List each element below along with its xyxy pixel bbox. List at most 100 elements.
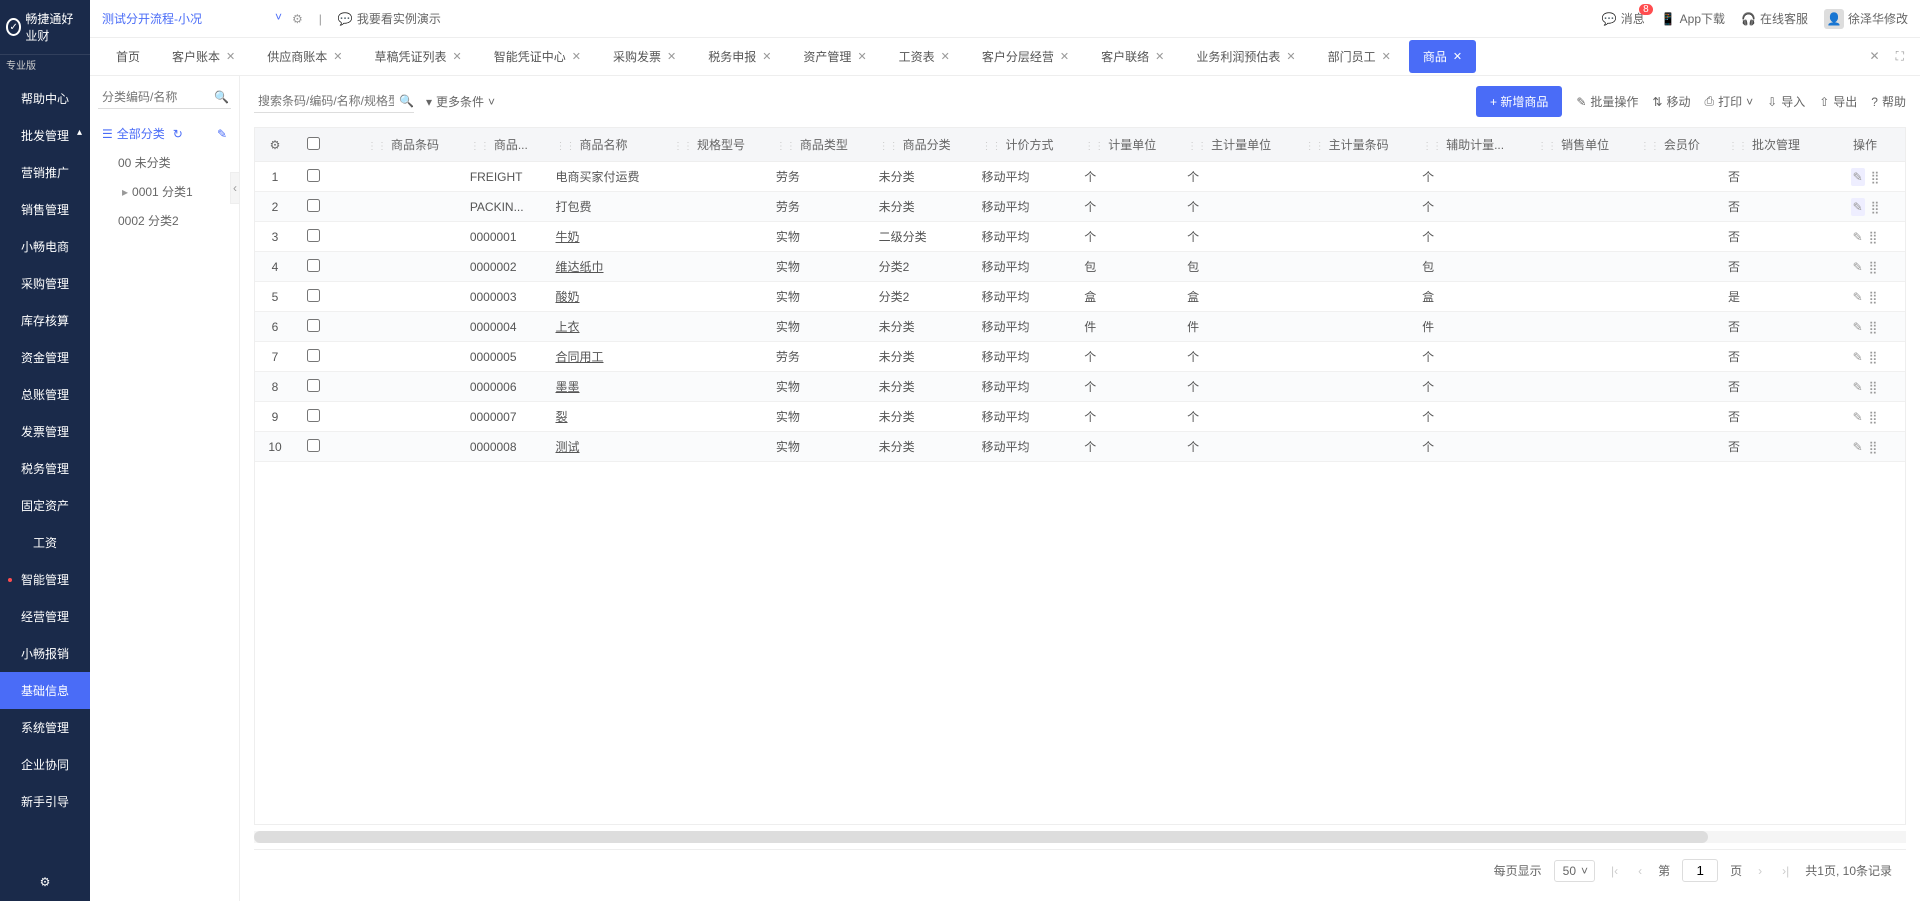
product-name-link[interactable]: 维达纸巾 <box>556 260 604 274</box>
edit-icon[interactable]: ✎ <box>1853 350 1863 364</box>
edit-icon[interactable]: ✎ <box>217 127 227 141</box>
table-header[interactable]: ⋮⋮辅助计量... <box>1416 128 1531 162</box>
search-icon[interactable]: 🔍 <box>214 90 229 104</box>
table-header[interactable]: ⋮⋮主计量条码 <box>1299 128 1417 162</box>
tab[interactable]: 智能凭证中心✕ <box>480 40 595 73</box>
tree-root[interactable]: ☰ 全部分类 ↻ ✎ <box>98 119 231 148</box>
tree-node[interactable]: 00 未分类 <box>98 148 231 177</box>
tab[interactable]: 供应商账本✕ <box>253 40 356 73</box>
product-name-link[interactable]: 合同用工 <box>556 350 604 364</box>
page-input[interactable] <box>1682 859 1718 882</box>
product-name-link[interactable]: 墨墨 <box>556 380 580 394</box>
tab-close-icon[interactable]: ✕ <box>857 50 866 63</box>
table-header[interactable]: ⋮⋮批次管理 <box>1722 128 1825 162</box>
search-icon[interactable]: 🔍 <box>399 94 414 108</box>
tab[interactable]: 首页 <box>102 40 154 73</box>
sidebar-item[interactable]: 基础信息 <box>0 672 90 709</box>
tab-close-icon[interactable]: ✕ <box>941 50 950 63</box>
select-all-checkbox[interactable] <box>307 137 320 150</box>
sidebar-item[interactable]: 固定资产 <box>0 487 90 524</box>
table-header[interactable]: ⋮⋮商品类型 <box>770 128 873 162</box>
more-icon[interactable]: ⣿ <box>1869 410 1878 424</box>
table-header[interactable]: ⋮⋮计量单位 <box>1078 128 1181 162</box>
service-link[interactable]: 🎧 在线客服 <box>1741 10 1808 27</box>
table-header[interactable]: ⋮⋮计价方式 <box>975 128 1078 162</box>
row-checkbox[interactable] <box>307 289 320 302</box>
move-link[interactable]: ⇅移动 <box>1652 93 1690 110</box>
edit-icon[interactable]: ✎ <box>1853 320 1863 334</box>
more-icon[interactable]: ⣿ <box>1869 350 1878 364</box>
sidebar-item[interactable]: 总账管理 <box>0 376 90 413</box>
tab-close-icon[interactable]: ✕ <box>667 50 676 63</box>
tab[interactable]: 客户联络✕ <box>1087 40 1178 73</box>
gear-icon[interactable]: ⚙ <box>270 138 281 152</box>
more-icon[interactable]: ⣿ <box>1871 170 1880 184</box>
refresh-icon[interactable]: ↻ <box>173 127 183 141</box>
more-filter[interactable]: ▾ 更多条件 ˅ <box>426 93 495 110</box>
batch-op-link[interactable]: ✎批量操作 <box>1576 93 1638 110</box>
app-download-link[interactable]: 📱 App下载 <box>1661 10 1725 27</box>
sidebar-item[interactable]: 智能管理 <box>0 561 90 598</box>
sidebar-item[interactable]: 新手引导 <box>0 783 90 820</box>
sidebar-item[interactable]: 库存核算 <box>0 302 90 339</box>
page-last[interactable]: ›| <box>1778 864 1793 878</box>
row-checkbox[interactable] <box>307 439 320 452</box>
edit-icon[interactable]: ✎ <box>1853 260 1863 274</box>
tabs-close-all[interactable]: ✕ <box>1866 45 1884 68</box>
sidebar-item[interactable]: 资金管理 <box>0 339 90 376</box>
import-link[interactable]: ⇩导入 <box>1767 93 1805 110</box>
row-checkbox[interactable] <box>307 319 320 332</box>
tab-close-icon[interactable]: ✕ <box>1155 50 1164 63</box>
product-name-link[interactable]: 牛奶 <box>556 230 580 244</box>
row-checkbox[interactable] <box>307 259 320 272</box>
table-header[interactable]: ⚙ <box>255 128 295 162</box>
more-icon[interactable]: ⣿ <box>1869 440 1878 454</box>
page-first[interactable]: |‹ <box>1607 864 1622 878</box>
category-search-input[interactable] <box>98 86 231 109</box>
sidebar-item[interactable]: 企业协同 <box>0 746 90 783</box>
sidebar-item[interactable]: 工资 <box>0 524 90 561</box>
print-link[interactable]: ⎙打印˅ <box>1705 93 1754 110</box>
edit-icon[interactable]: ✎ <box>1853 440 1863 454</box>
tab[interactable]: 工资表✕ <box>885 40 964 73</box>
product-name-link[interactable]: 测试 <box>556 440 580 454</box>
table-header[interactable]: ⋮⋮商品分类 <box>873 128 976 162</box>
row-checkbox[interactable] <box>307 349 320 362</box>
tab[interactable]: 部门员工✕ <box>1314 40 1405 73</box>
export-link[interactable]: ⇧导出 <box>1819 93 1857 110</box>
edit-icon[interactable]: ✎ <box>1853 290 1863 304</box>
row-checkbox[interactable] <box>307 229 320 242</box>
table-header[interactable] <box>295 128 331 162</box>
tab-close-icon[interactable]: ✕ <box>1060 50 1069 63</box>
table-header[interactable]: ⋮⋮商品... <box>464 128 550 162</box>
sidebar-item[interactable]: 发票管理 <box>0 413 90 450</box>
tab-close-icon[interactable]: ✕ <box>762 50 771 63</box>
gear-icon[interactable]: ⚙ <box>292 12 303 26</box>
sidebar-item[interactable]: 帮助中心 <box>0 80 90 117</box>
tree-node[interactable]: 0002 分类2 <box>98 206 231 235</box>
tab[interactable]: 客户账本✕ <box>158 40 249 73</box>
row-checkbox[interactable] <box>307 169 320 182</box>
table-header[interactable]: 操作 <box>1825 128 1905 162</box>
row-checkbox[interactable] <box>307 199 320 212</box>
edit-icon[interactable]: ✎ <box>1853 380 1863 394</box>
table-header[interactable]: ⋮⋮商品条码 <box>361 128 464 162</box>
table-header[interactable] <box>331 128 361 162</box>
table-header[interactable]: ⋮⋮主计量单位 <box>1181 128 1299 162</box>
tab[interactable]: 资产管理✕ <box>789 40 880 73</box>
table-header[interactable]: ⋮⋮会员价 <box>1634 128 1722 162</box>
tab[interactable]: 商品✕ <box>1409 40 1476 73</box>
tab-close-icon[interactable]: ✕ <box>1286 50 1295 63</box>
sidebar-item[interactable]: 批发管理 <box>0 117 90 154</box>
tab[interactable]: 草稿凭证列表✕ <box>360 40 475 73</box>
sidebar-item[interactable]: 销售管理 <box>0 191 90 228</box>
help-link[interactable]: ?帮助 <box>1871 93 1906 110</box>
tab-close-icon[interactable]: ✕ <box>1382 50 1391 63</box>
add-product-button[interactable]: + 新增商品 <box>1476 86 1562 117</box>
table-header[interactable]: ⋮⋮商品名称 <box>550 128 668 162</box>
edit-icon[interactable]: ✎ <box>1851 198 1865 216</box>
more-icon[interactable]: ⣿ <box>1869 320 1878 334</box>
more-icon[interactable]: ⣿ <box>1869 230 1878 244</box>
table-header[interactable]: ⋮⋮规格型号 <box>667 128 770 162</box>
page-next[interactable]: › <box>1754 864 1766 878</box>
